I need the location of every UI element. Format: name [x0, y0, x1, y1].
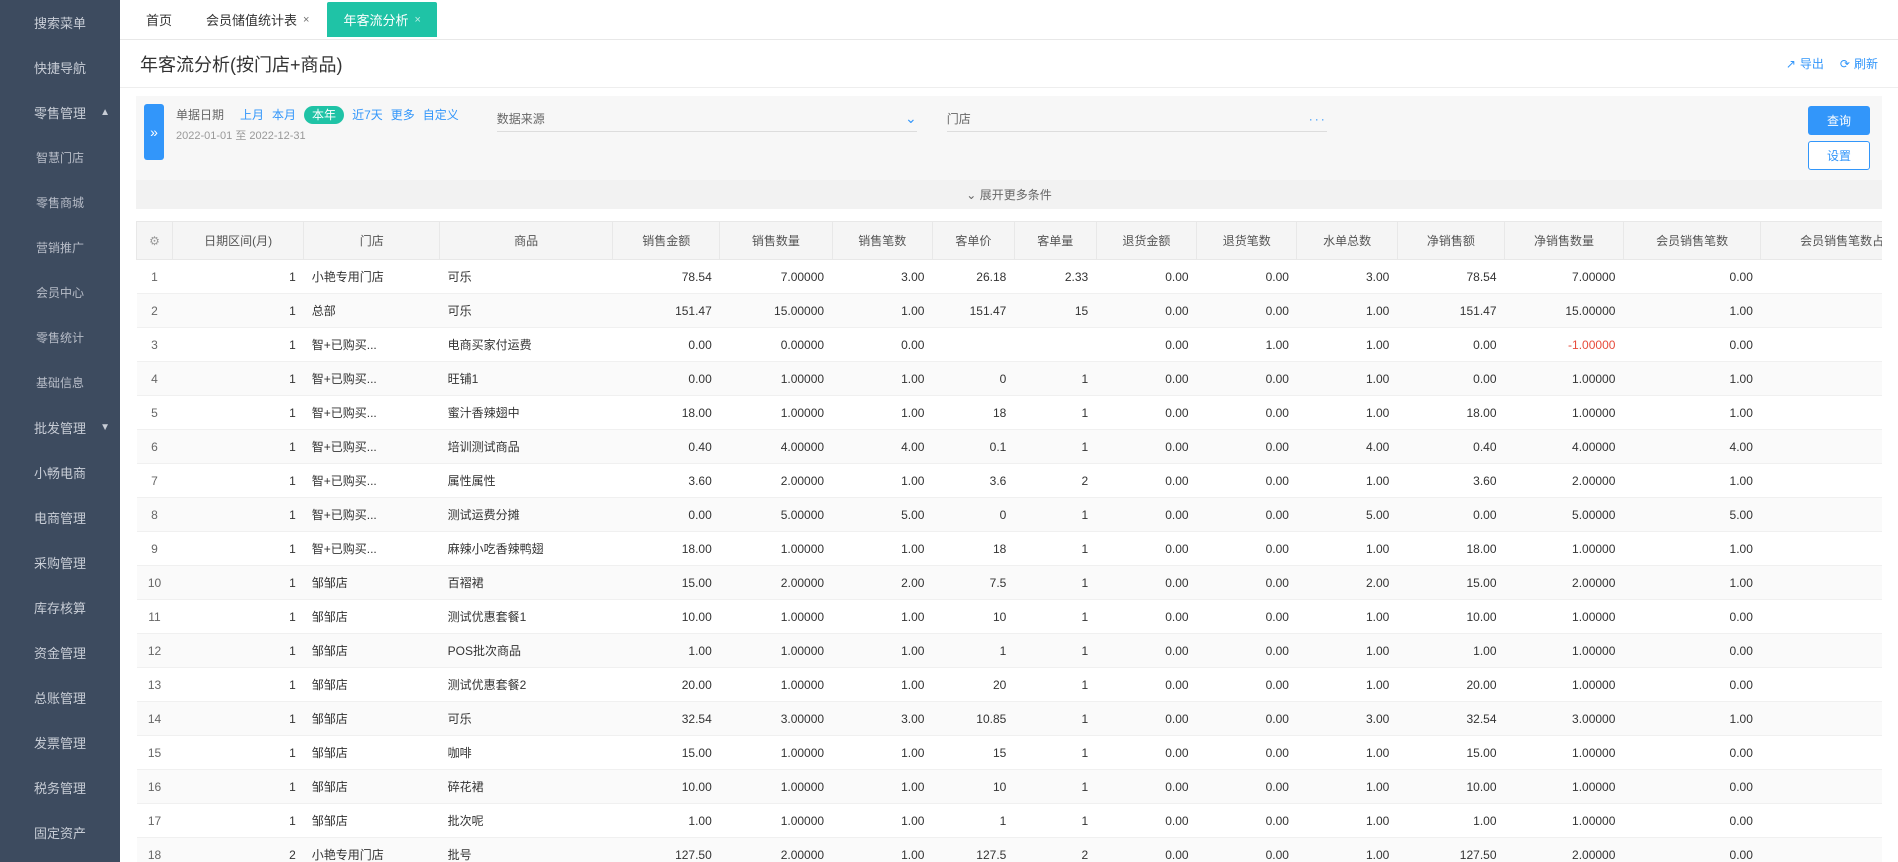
gear-icon[interactable]: ⚙: [149, 234, 160, 248]
column-header[interactable]: 销售数量: [720, 222, 832, 260]
column-header[interactable]: 销售金额: [613, 222, 720, 260]
sidebar-item[interactable]: 营销推广: [0, 225, 120, 270]
sidebar-item[interactable]: 固定资产: [0, 810, 120, 855]
main-area: 首页会员储值统计表×年客流分析× 年客流分析(按门店+商品) ↗ 导出 ⟳ 刷新…: [120, 0, 1898, 862]
arrow-icon: ▼: [100, 422, 110, 433]
sidebar-item[interactable]: 零售管理▲: [0, 90, 120, 135]
data-source-select[interactable]: 数据来源 ⌄: [497, 106, 917, 132]
table-row[interactable]: 51智+已购买...蜜汁香辣翅中18.001.000001.001810.000…: [137, 396, 1883, 430]
table-row[interactable]: 182小艳专用门店批号127.502.000001.00127.520.000.…: [137, 838, 1883, 862]
date-preset[interactable]: 本年: [304, 106, 344, 124]
filter-bar: 单据日期 上月本月本年近7天更多自定义 2022-01-01 至 2022-12…: [164, 96, 1882, 180]
expand-conditions[interactable]: ⌄ 展开更多条件: [136, 180, 1882, 209]
table-row[interactable]: 21总部可乐151.4715.000001.00151.47150.000.00…: [137, 294, 1883, 328]
chevron-down-icon: ⌄: [966, 188, 976, 202]
filter-buttons: 查询 设置: [1808, 106, 1870, 170]
arrow-icon: ▲: [100, 107, 110, 118]
table-row[interactable]: 101邹邹店百褶裙15.002.000002.007.510.000.002.0…: [137, 566, 1883, 600]
sidebar-item[interactable]: 快捷导航: [0, 45, 120, 90]
column-header[interactable]: 会员销售笔数占比: [1761, 222, 1882, 260]
sidebar-item[interactable]: 发票管理: [0, 720, 120, 765]
title-actions: ↗ 导出 ⟳ 刷新: [1786, 55, 1878, 72]
filter-wrap: » 单据日期 上月本月本年近7天更多自定义 2022-01-01 至 2022-…: [136, 96, 1882, 180]
close-icon[interactable]: ×: [303, 14, 309, 26]
column-header[interactable]: 净销售数量: [1505, 222, 1624, 260]
date-filter: 单据日期 上月本月本年近7天更多自定义 2022-01-01 至 2022-12…: [176, 106, 467, 143]
table-row[interactable]: 151邹邹店咖啡15.001.000001.001510.000.001.001…: [137, 736, 1883, 770]
column-header[interactable]: 商品: [440, 222, 613, 260]
table-row[interactable]: 171邹邹店批次呢1.001.000001.00110.000.001.001.…: [137, 804, 1883, 838]
sidebar-item[interactable]: 税务管理: [0, 765, 120, 810]
settings-button[interactable]: 设置: [1808, 141, 1870, 170]
sidebar-item[interactable]: 基础信息: [0, 360, 120, 405]
close-icon[interactable]: ×: [414, 14, 420, 26]
column-header[interactable]: 客单价: [932, 222, 1014, 260]
sidebar-item[interactable]: 批发管理▼: [0, 405, 120, 450]
query-button[interactable]: 查询: [1808, 106, 1870, 135]
tab-bar: 首页会员储值统计表×年客流分析×: [120, 0, 1898, 40]
column-header[interactable]: 净销售额: [1397, 222, 1504, 260]
column-header[interactable]: 客单量: [1014, 222, 1096, 260]
table-row[interactable]: 61智+已购买...培训测试商品0.404.000004.000.110.000…: [137, 430, 1883, 464]
tab[interactable]: 年客流分析×: [327, 2, 436, 37]
page-title: 年客流分析(按门店+商品): [140, 51, 343, 77]
table-row[interactable]: 41智+已购买...旺铺10.001.000001.00010.000.001.…: [137, 362, 1883, 396]
table-row[interactable]: 161邹邹店碎花裙10.001.000001.001010.000.001.00…: [137, 770, 1883, 804]
refresh-button[interactable]: ⟳ 刷新: [1840, 55, 1878, 72]
sidebar-item[interactable]: 零售统计: [0, 315, 120, 360]
table-row[interactable]: 71智+已购买...属性属性3.602.000001.003.620.000.0…: [137, 464, 1883, 498]
date-preset[interactable]: 更多: [391, 108, 415, 122]
table-row[interactable]: 111邹邹店测试优惠套餐110.001.000001.001010.000.00…: [137, 600, 1883, 634]
store-select[interactable]: 门店 ···: [947, 106, 1327, 132]
title-bar: 年客流分析(按门店+商品) ↗ 导出 ⟳ 刷新: [120, 40, 1898, 88]
table-row[interactable]: 81智+已购买...测试运费分摊0.005.000005.00010.000.0…: [137, 498, 1883, 532]
table-row[interactable]: 131邹邹店测试优惠套餐220.001.000001.002010.000.00…: [137, 668, 1883, 702]
column-header[interactable]: 门店: [304, 222, 440, 260]
date-label: 单据日期: [176, 106, 224, 123]
sidebar-item[interactable]: 小畅电商: [0, 450, 120, 495]
table-row[interactable]: 31智+已购买...电商买家付运费0.000.000000.000.001.00…: [137, 328, 1883, 362]
date-preset[interactable]: 自定义: [423, 108, 459, 122]
column-header[interactable]: 会员销售笔数: [1623, 222, 1760, 260]
table-row[interactable]: 91智+已购买...麻辣小吃香辣鸭翅18.001.000001.001810.0…: [137, 532, 1883, 566]
sidebar-item[interactable]: 总账管理: [0, 675, 120, 720]
sidebar-item[interactable]: 资金管理: [0, 630, 120, 675]
tab[interactable]: 会员储值统计表×: [190, 2, 325, 37]
column-header[interactable]: 退货笔数: [1197, 222, 1297, 260]
column-header[interactable]: 销售笔数: [832, 222, 932, 260]
sidebar-item[interactable]: 搜索菜单: [0, 0, 120, 45]
chevron-down-icon: ⌄: [905, 110, 917, 127]
table-row[interactable]: 11小艳专用门店可乐78.547.000003.0026.182.330.000…: [137, 260, 1883, 294]
date-preset[interactable]: 近7天: [352, 108, 383, 122]
sidebar-item[interactable]: 工资: [0, 855, 120, 862]
more-icon: ···: [1309, 112, 1327, 126]
date-preset[interactable]: 上月: [240, 108, 264, 122]
column-header[interactable]: 退货金额: [1096, 222, 1196, 260]
sidebar-item[interactable]: 智慧门店: [0, 135, 120, 180]
tab[interactable]: 首页: [130, 2, 188, 37]
column-header[interactable]: 水单总数: [1297, 222, 1397, 260]
sidebar-item[interactable]: 采购管理: [0, 540, 120, 585]
table-row[interactable]: 141邹邹店可乐32.543.000003.0010.8510.000.003.…: [137, 702, 1883, 736]
table-wrap[interactable]: ⚙ 日期区间(月)门店商品销售金额销售数量销售笔数客单价客单量退货金额退货笔数水单…: [136, 221, 1882, 862]
sidebar-item[interactable]: 会员中心: [0, 270, 120, 315]
date-preset[interactable]: 本月: [272, 108, 296, 122]
date-range: 2022-01-01 至 2022-12-31: [176, 127, 467, 143]
column-header[interactable]: 日期区间(月): [173, 222, 304, 260]
sidebar: 搜索菜单快捷导航零售管理▲智慧门店零售商城营销推广会员中心零售统计基础信息批发管…: [0, 0, 120, 862]
sidebar-item[interactable]: 电商管理: [0, 495, 120, 540]
export-button[interactable]: ↗ 导出: [1786, 55, 1824, 72]
data-table: ⚙ 日期区间(月)门店商品销售金额销售数量销售笔数客单价客单量退货金额退货笔数水单…: [136, 221, 1882, 862]
collapse-handle[interactable]: »: [144, 104, 164, 160]
sidebar-item[interactable]: 零售商城: [0, 180, 120, 225]
sidebar-item[interactable]: 库存核算: [0, 585, 120, 630]
table-row[interactable]: 121邹邹店POS批次商品1.001.000001.00110.000.001.…: [137, 634, 1883, 668]
